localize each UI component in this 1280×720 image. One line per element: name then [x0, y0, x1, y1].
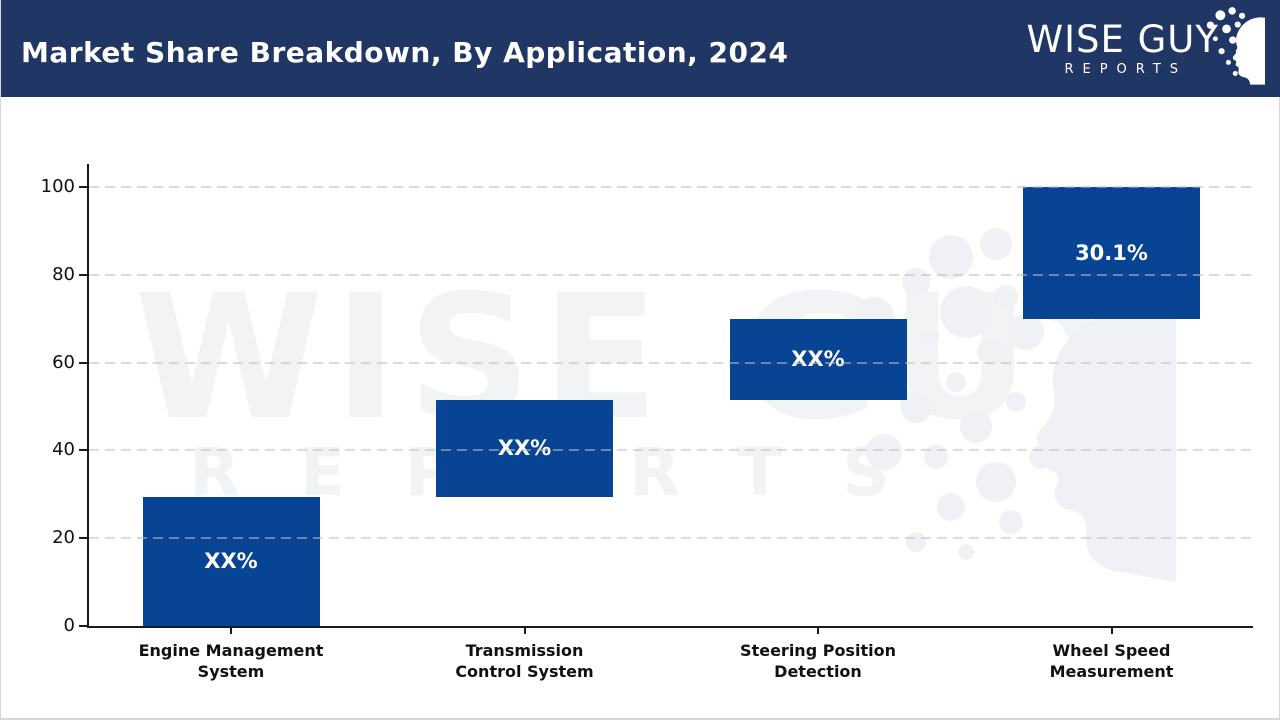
brand-logo: WISE GUY REPORTS — [1027, 6, 1265, 92]
y-tick-label-20: 20 — [52, 527, 75, 549]
y-axis — [87, 164, 89, 628]
brand-subtitle: REPORTS — [1064, 61, 1188, 77]
x-category-label-2: Transmission Control System — [455, 641, 594, 682]
y-tick-label-80: 80 — [52, 263, 75, 285]
gridline-20 — [89, 537, 1253, 540]
gridline-100 — [89, 186, 1253, 188]
x-category-label-1: Engine Management System — [138, 641, 324, 682]
page-bottom-border — [1, 718, 1280, 720]
bar-value-label-2: XX% — [497, 436, 552, 461]
brand-name: WISE GUY — [1026, 18, 1219, 62]
x-axis — [87, 626, 1253, 628]
x-tick-4 — [1110, 628, 1113, 634]
y-tick-label-40: 40 — [52, 439, 75, 461]
x-tick-1 — [230, 628, 232, 634]
waterfall-bar-4: 30.1% — [1023, 186, 1200, 319]
x-tick-2 — [523, 628, 526, 634]
waterfall-bar-1: XX% — [142, 496, 320, 626]
page-title: Market Share Breakdown, By Application, … — [21, 36, 789, 69]
wise-guy-face-icon — [1203, 5, 1265, 89]
y-tick-60 — [79, 361, 89, 364]
y-tick-label-60: 60 — [52, 351, 75, 373]
waterfall-bar-2: XX% — [436, 399, 613, 497]
bar-value-label-3: XX% — [791, 347, 845, 372]
y-tick-label-100: 100 — [40, 176, 75, 197]
y-tick-40 — [79, 449, 89, 452]
report-header: Market Share Breakdown, By Application, … — [1, 0, 1280, 97]
x-category-label-3: Steering Position Detection — [740, 641, 896, 682]
x-category-label-4: Wheel Speed Measurement — [1049, 641, 1174, 682]
y-tick-80 — [79, 273, 89, 276]
y-tick-label-0: 0 — [63, 615, 75, 636]
y-tick-0 — [79, 625, 89, 627]
y-tick-100 — [79, 186, 89, 188]
gridline-80 — [89, 273, 1253, 276]
waterfall-bar-3: XX% — [729, 318, 907, 400]
bar-value-label-1: XX% — [204, 549, 258, 574]
x-tick-3 — [817, 628, 819, 634]
bar-value-label-4: 30.1% — [1075, 240, 1148, 265]
waterfall-chart: 0 20 40 60 80 100 XX% Engine Management System XX… — [1, 97, 1280, 720]
y-tick-20 — [79, 537, 89, 540]
gridline-40 — [89, 449, 1253, 452]
gridline-60 — [89, 361, 1253, 364]
